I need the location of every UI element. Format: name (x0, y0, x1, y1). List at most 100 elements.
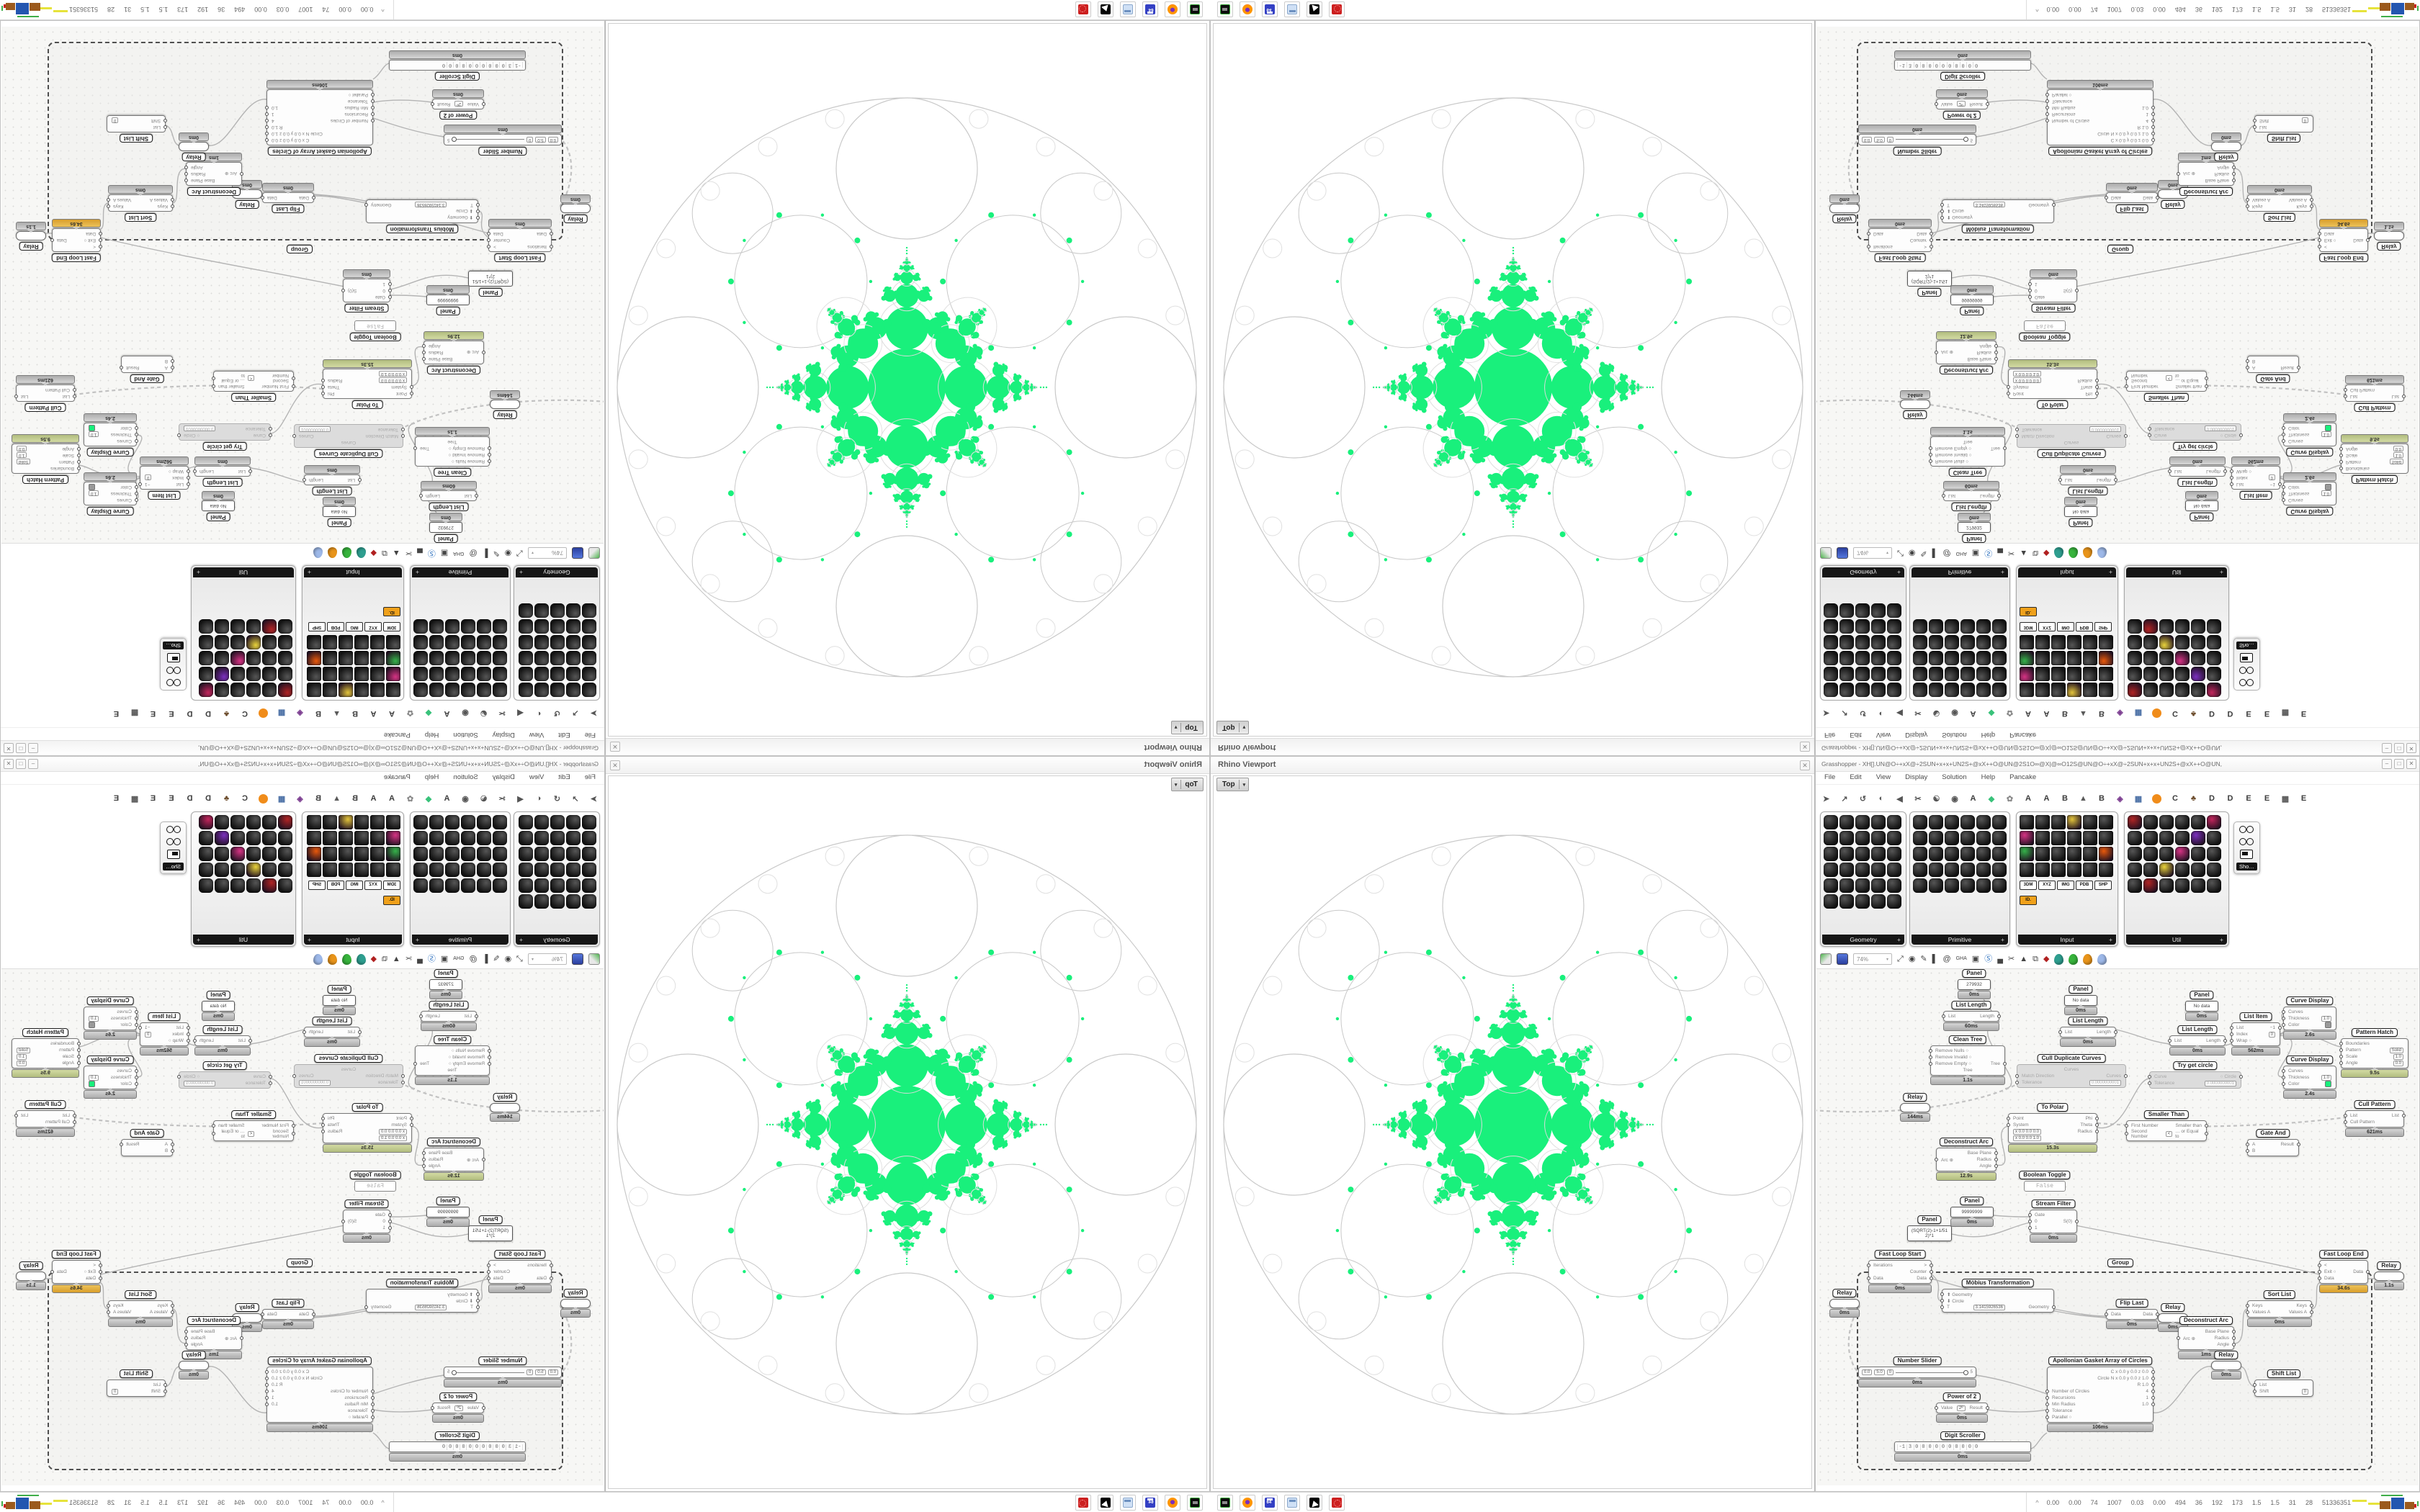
balloon-teal-icon[interactable] (2054, 547, 2064, 559)
node-body[interactable]: List List Cull Pattern (14, 1110, 76, 1128)
component-icon[interactable] (215, 815, 229, 829)
component-icon[interactable] (262, 815, 277, 829)
gh-node-clean-tree[interactable]: Clean Tree Remove Nulls ○ Remove Invalid ○… (1929, 427, 2007, 477)
component-tab-11[interactable]: A (389, 709, 395, 718)
remote-at-icon[interactable]: @ (469, 955, 478, 963)
component-icon[interactable] (1929, 667, 1943, 681)
component-icon[interactable] (215, 863, 229, 877)
component-icon[interactable] (413, 878, 428, 893)
component-tab-9[interactable]: ◆ (1988, 794, 1995, 804)
component-icon[interactable] (278, 863, 292, 877)
menu-help[interactable]: Help (424, 731, 439, 739)
palette-group-label[interactable]: Input + (304, 567, 402, 577)
cluster-icon[interactable]: Ⓢ (427, 955, 436, 963)
gh-node-flip-last[interactable]: Flip Last Data Data 0ms (261, 1299, 315, 1329)
format-tag-icon[interactable]: ID. (2020, 896, 2037, 905)
node-body[interactable]: List Length (2168, 466, 2227, 477)
menu-edit[interactable]: Edit (558, 773, 570, 781)
gh-node-panel[interactable]: Panel No data 0ms (323, 985, 356, 1015)
component-tab-10[interactable]: ✿ (406, 794, 414, 804)
gh-node-panel[interactable]: Panel (SQRT(2)-1+1/512)*1 (468, 1215, 513, 1241)
component-icon[interactable] (1945, 847, 1959, 861)
close-icon[interactable]: ✕ (610, 742, 620, 752)
slider-knob[interactable] (452, 1369, 457, 1375)
palette-group-label[interactable]: Primitive + (1912, 935, 2008, 945)
expand-group-icon[interactable]: + (1897, 569, 1901, 576)
component-icon[interactable] (2191, 878, 2205, 893)
node-body[interactable]: Base Plane Arc ⊕ Radius Angle (422, 341, 485, 364)
component-icon[interactable] (2128, 815, 2142, 829)
calculator-icon[interactable] (1284, 1495, 1300, 1511)
component-icon[interactable] (1913, 831, 1927, 845)
component-tab-24[interactable]: E (150, 709, 156, 718)
palette-group-label[interactable]: Primitive + (1912, 567, 2008, 577)
component-icon[interactable] (413, 831, 428, 845)
definition-canvas[interactable]: Group Panel 279932 0ms List Length List Length… (1, 968, 604, 1485)
component-icon[interactable] (2207, 635, 2221, 649)
component-tab-19[interactable]: C (2172, 794, 2178, 803)
expand-group-icon[interactable]: + (2109, 569, 2112, 576)
component-icon[interactable] (2083, 815, 2097, 829)
preview-eye-icon[interactable]: ◉ (504, 955, 512, 963)
component-icon[interactable] (2128, 863, 2142, 877)
slider-value[interactable]: 0.0 (1862, 1369, 1873, 1375)
gh-node-pattern-hatch[interactable]: Pattern Hatch Boundaries Pattern Solid Scale… (12, 434, 81, 484)
component-icon[interactable] (230, 831, 245, 845)
component-icon[interactable] (1887, 635, 1901, 649)
component-tab-12[interactable]: A (370, 794, 377, 803)
component-icon[interactable] (461, 683, 475, 697)
component-icon[interactable] (1871, 815, 1886, 829)
component-icon[interactable] (1929, 815, 1943, 829)
component-icon[interactable] (2159, 831, 2174, 845)
floating-palette[interactable]: Sho… (2233, 822, 2260, 874)
component-icon[interactable] (566, 619, 581, 634)
component-icon[interactable] (2035, 847, 2050, 861)
component-icon[interactable] (199, 683, 213, 697)
component-icon[interactable] (2191, 815, 2205, 829)
component-tab-3[interactable]: ◐ (1878, 709, 1884, 718)
rings-icon[interactable]: ⧉ (382, 549, 387, 557)
node-body[interactable]: Iterations > Counter Data Data (487, 228, 553, 252)
exit-door-icon[interactable]: ▌ (1932, 955, 1938, 963)
format-tag-icon[interactable]: SHP (308, 881, 326, 890)
component-icon[interactable] (2020, 667, 2034, 681)
node-body[interactable]: Iterations > Counter Data Data (1867, 228, 1933, 252)
gh-node-cull-duplicate-curves[interactable]: Cull Duplicate Curves Curves Match Directi… (2015, 1054, 2128, 1088)
component-icon[interactable] (1839, 863, 1854, 877)
component-icon[interactable] (339, 651, 353, 665)
floating-palette[interactable]: Sho… (160, 822, 187, 874)
menu-solution[interactable]: Solution (1942, 773, 1967, 781)
component-icon[interactable] (2067, 847, 2081, 861)
script-window-icon[interactable]: ▣ (1971, 549, 1980, 557)
format-tag-icon[interactable]: ID. (2020, 607, 2037, 616)
component-tab-1[interactable]: ↗ (1841, 708, 1848, 718)
component-tab-19[interactable]: C (2172, 709, 2178, 718)
gh-node-cull-duplicate-curves[interactable]: Cull Duplicate Curves Curves Match Directi… (2015, 424, 2128, 458)
component-icon[interactable] (2175, 651, 2190, 665)
expand-group-icon[interactable]: + (308, 936, 311, 943)
component-icon[interactable] (215, 635, 229, 649)
component-icon[interactable] (2159, 683, 2174, 697)
goggles-icon[interactable] (2239, 678, 2254, 687)
gh-node-boolean-toggle[interactable]: Boolean Toggle False (2019, 320, 2071, 341)
node-body[interactable]: < Exit ○ Data Data (50, 1260, 102, 1284)
menu-help[interactable]: Help (1981, 773, 1996, 781)
component-tab-0[interactable]: ➤ (1822, 708, 1830, 718)
cluster-icon[interactable]: Ⓢ (1984, 955, 1993, 963)
component-tab-25[interactable]: ▩ (130, 794, 139, 804)
component-icon[interactable] (519, 603, 533, 618)
component-icon[interactable] (1839, 894, 1854, 909)
component-icon[interactable] (2143, 683, 2158, 697)
menu-view[interactable]: View (529, 731, 544, 739)
node-body[interactable]: List −1 Index 0 Wrap ○ (2230, 1022, 2282, 1046)
definition-canvas[interactable]: Group Panel 279932 0ms List Length List Length… (1816, 968, 2419, 1485)
component-tab-18[interactable] (2152, 708, 2161, 719)
component-icon[interactable] (2191, 683, 2205, 697)
rhino-titlebar[interactable]: Rhino Viewport ✕ (1211, 757, 1814, 774)
balloon-blue-icon[interactable] (2097, 547, 2107, 559)
calculator-icon[interactable] (1120, 1495, 1136, 1511)
component-icon[interactable] (1960, 847, 1975, 861)
component-icon[interactable] (307, 815, 321, 829)
palette-group-label[interactable]: Util + (193, 935, 294, 945)
gh-node-panel[interactable]: Panel 279932 0ms (429, 969, 462, 999)
